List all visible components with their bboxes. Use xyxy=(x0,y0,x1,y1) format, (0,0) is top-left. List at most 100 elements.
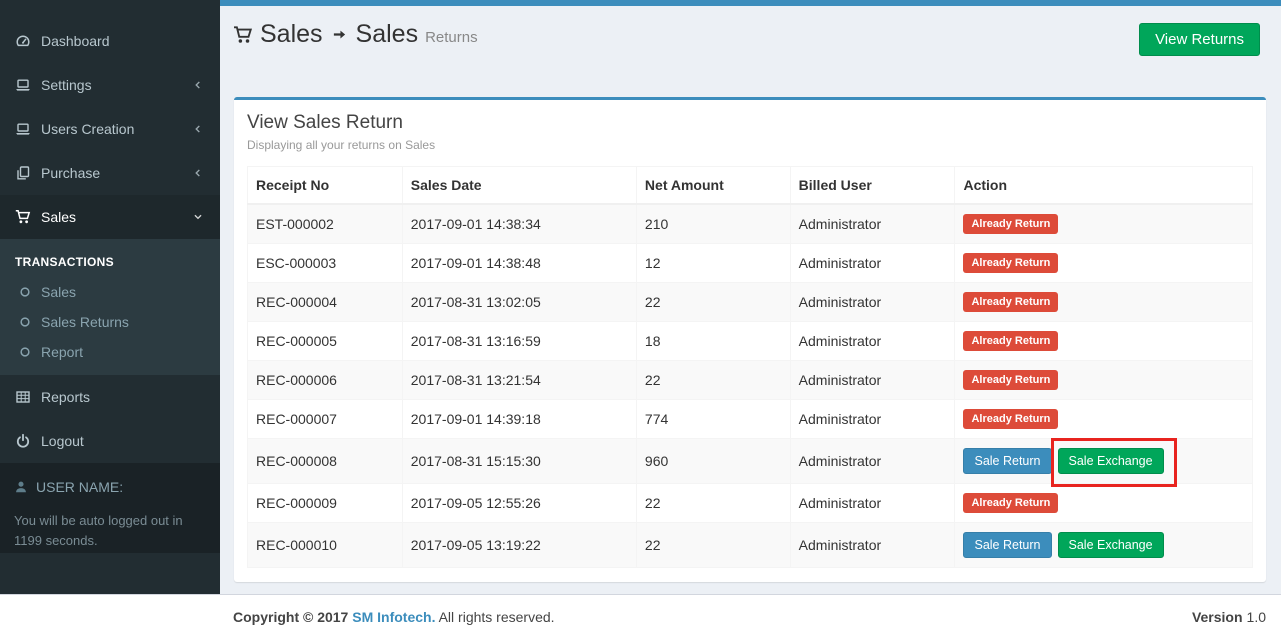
table-row: REC-000009 2017-09-05 12:55:26 22 Administr… xyxy=(247,483,1253,523)
sidebar-nav: Dashboard Settings Users Creation xyxy=(0,0,220,463)
panel-title: View Sales Return xyxy=(247,112,403,133)
table-row: REC-000008 2017-08-31 15:15:30 960 Administ… xyxy=(247,438,1253,487)
cell-sales-date: 2017-08-31 13:16:59 xyxy=(401,321,637,361)
sidebar: Dashboard Settings Users Creation xyxy=(0,0,220,594)
page-title-secondary: Sales xyxy=(355,20,419,48)
submenu-item-label: Sales xyxy=(41,284,77,300)
submenu-item-sales[interactable]: Sales xyxy=(0,277,220,307)
table-row: REC-000004 2017-08-31 13:02:05 22 Administr… xyxy=(247,282,1253,322)
cell-net-amount: 960 xyxy=(635,438,791,484)
cell-sales-date: 2017-08-31 13:02:05 xyxy=(401,282,637,322)
action-wrap: Already Return xyxy=(963,493,1059,513)
sidebar-item-sales[interactable]: Sales xyxy=(0,195,220,239)
already-return-badge: Already Return xyxy=(963,493,1059,513)
submenu-item-label: Report xyxy=(41,344,84,360)
action-wrap: Already Return xyxy=(963,253,1059,273)
view-returns-button[interactable]: View Returns xyxy=(1139,23,1260,56)
action-wrap: Already Return xyxy=(963,409,1059,429)
chevron-left-icon xyxy=(191,78,205,92)
copyright-text: Copyright © 2017 SM Infotech. All rights… xyxy=(233,609,555,625)
sidebar-item-logout[interactable]: Logout xyxy=(0,419,220,463)
sidebar-item-label: Purchase xyxy=(41,165,101,181)
cell-action: Already Return xyxy=(954,203,1253,244)
sidebar-item-label: Settings xyxy=(41,77,92,93)
page-title: Sales Sales Returns xyxy=(233,20,478,49)
copy-icon xyxy=(15,165,31,181)
cell-sales-date: 2017-08-31 15:15:30 xyxy=(401,438,637,484)
cell-net-amount: 22 xyxy=(635,360,791,400)
sales-submenu: TRANSACTIONS Sales Sales Returns xyxy=(0,239,220,375)
cell-receipt-no: REC-000006 xyxy=(247,360,403,400)
cell-sales-date: 2017-09-05 12:55:26 xyxy=(401,483,637,523)
cell-sales-date: 2017-09-01 14:38:34 xyxy=(401,203,637,244)
circle-icon xyxy=(18,315,32,329)
chevron-down-icon xyxy=(191,210,205,224)
column-header-sales-date: Sales Date xyxy=(401,166,637,205)
company-link[interactable]: SM Infotech. xyxy=(352,609,436,625)
table-row: ESC-000003 2017-09-01 14:38:48 12 Administr… xyxy=(247,243,1253,283)
table-row: REC-000007 2017-09-01 14:39:18 774 Administ… xyxy=(247,399,1253,439)
sidebar-item-settings[interactable]: Settings xyxy=(0,63,220,107)
sidebar-item-label: Dashboard xyxy=(41,33,110,49)
already-return-badge: Already Return xyxy=(963,214,1059,234)
sale-exchange-button[interactable]: Sale Exchange xyxy=(1057,448,1164,474)
table-row: REC-000005 2017-08-31 13:16:59 18 Administr… xyxy=(247,321,1253,361)
table-header-row: Receipt No Sales Date Net Amount Billed … xyxy=(247,166,1253,205)
chevron-left-icon xyxy=(191,166,205,180)
table-row: EST-000002 2017-09-01 14:38:34 210 Administ… xyxy=(247,203,1253,244)
arrow-right-icon xyxy=(332,27,347,42)
cell-net-amount: 774 xyxy=(635,399,791,439)
cell-action: Already Return xyxy=(954,399,1253,439)
cell-action: Already Return xyxy=(954,282,1253,322)
submenu-item-sales-returns[interactable]: Sales Returns xyxy=(0,307,220,337)
cell-net-amount: 18 xyxy=(635,321,791,361)
sidebar-item-label: Logout xyxy=(41,433,84,449)
cell-billed-user: Administrator xyxy=(789,243,956,283)
cell-billed-user: Administrator xyxy=(789,282,956,322)
table-row: REC-000006 2017-08-31 13:21:54 22 Administr… xyxy=(247,360,1253,400)
submenu-item-report[interactable]: Report xyxy=(0,337,220,367)
cell-receipt-no: ESC-000003 xyxy=(247,243,403,283)
sidebar-item-label: Reports xyxy=(41,389,91,405)
sidebar-item-reports[interactable]: Reports xyxy=(0,375,220,419)
sidebar-item-purchase[interactable]: Purchase xyxy=(0,151,220,195)
chevron-left-icon xyxy=(191,122,205,136)
sales-returns-table-body: EST-000002 2017-09-01 14:38:34 210 Administ… xyxy=(247,203,1253,568)
cell-receipt-no: REC-000007 xyxy=(247,399,403,439)
cell-receipt-no: EST-000002 xyxy=(247,203,403,244)
table-row: REC-000010 2017-09-05 13:19:22 22 Administr… xyxy=(247,522,1253,568)
cell-net-amount: 22 xyxy=(635,483,791,523)
cell-billed-user: Administrator xyxy=(789,360,956,400)
cell-action: Already Return xyxy=(954,483,1253,523)
laptop-icon xyxy=(15,121,31,137)
cart-icon xyxy=(233,25,253,45)
cell-sales-date: 2017-09-05 13:19:22 xyxy=(401,522,637,568)
action-wrap: Already Return xyxy=(963,331,1059,351)
action-wrap: Already Return xyxy=(963,370,1059,390)
column-header-net-amount: Net Amount xyxy=(635,166,791,205)
user-name-label: USER NAME: xyxy=(36,479,124,495)
column-header-billed-user: Billed User xyxy=(789,166,956,205)
cell-receipt-no: REC-000004 xyxy=(247,282,403,322)
cell-sales-date: 2017-09-01 14:39:18 xyxy=(401,399,637,439)
sidebar-item-dashboard[interactable]: Dashboard xyxy=(0,19,220,63)
cell-billed-user: Administrator xyxy=(789,399,956,439)
action-wrap: Sale Exchange xyxy=(1050,438,1177,487)
cell-billed-user: Administrator xyxy=(789,321,956,361)
action-wrap: Sale Exchange xyxy=(1057,532,1164,558)
sidebar-item-users-creation[interactable]: Users Creation xyxy=(0,107,220,151)
table-icon xyxy=(15,389,31,405)
cell-billed-user: Administrator xyxy=(789,483,956,523)
page-title-primary: Sales xyxy=(260,20,323,48)
cell-net-amount: 22 xyxy=(635,282,791,322)
sale-exchange-button[interactable]: Sale Exchange xyxy=(1057,532,1164,558)
sale-return-button[interactable]: Sale Return xyxy=(963,532,1052,558)
sale-return-button[interactable]: Sale Return xyxy=(963,448,1052,474)
cell-net-amount: 12 xyxy=(635,243,791,283)
sidebar-item-label: Sales xyxy=(41,209,77,225)
cell-sales-date: 2017-08-31 13:21:54 xyxy=(401,360,637,400)
cell-action: Sale Return Sale Exchange xyxy=(954,522,1253,568)
cell-net-amount: 22 xyxy=(635,522,791,568)
top-accent-bar xyxy=(220,0,1281,6)
